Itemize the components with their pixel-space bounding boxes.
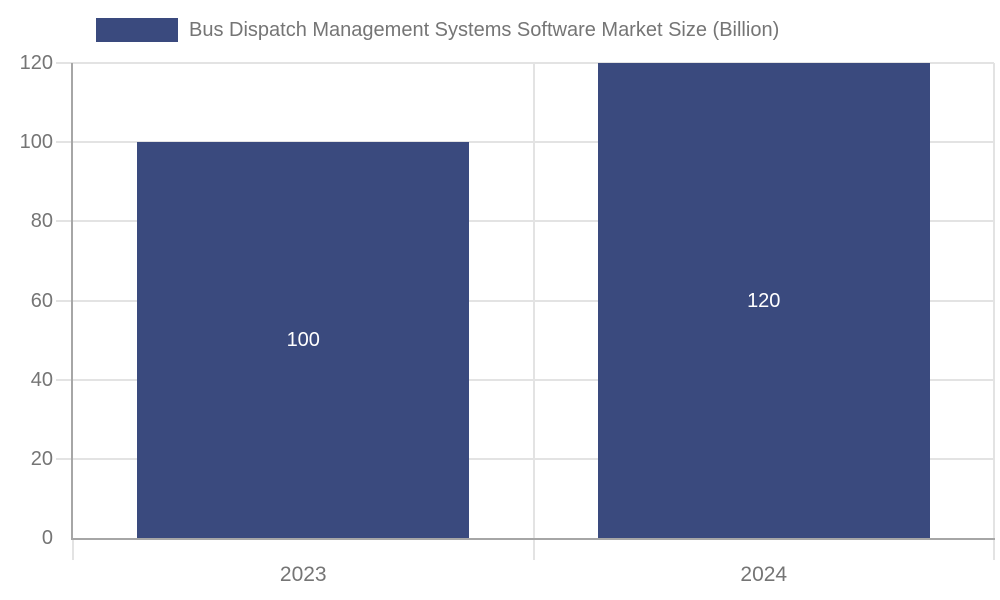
x-axis-tick-labels: 2023 2024 xyxy=(73,563,994,589)
y-gridline-60 xyxy=(56,299,994,302)
y-tick-label-100: 100 xyxy=(19,131,53,154)
y-tick-label-0: 0 xyxy=(41,527,53,549)
y-tick-label-120: 120 xyxy=(19,52,53,74)
legend-swatch xyxy=(96,18,178,42)
y-tick-label-80: 80 xyxy=(30,210,53,233)
y-axis-tick-labels: 0 20 40 60 80 100 120 xyxy=(0,52,53,549)
y-gridline-120 xyxy=(56,62,994,64)
category-boundary-line-2 xyxy=(993,63,995,560)
legend[interactable]: Bus Dispatch Management Systems Software… xyxy=(96,18,779,42)
x-tick-label-2023: 2023 xyxy=(279,563,327,586)
y-axis-line xyxy=(71,63,73,538)
plot-area: 100 120 xyxy=(56,62,995,560)
x-axis-line xyxy=(71,538,995,540)
y-gridline-80 xyxy=(56,220,994,223)
y-gridline-40 xyxy=(56,378,994,381)
bar-value-label-2024: 120 xyxy=(747,289,781,312)
legend-label: Bus Dispatch Management Systems Software… xyxy=(189,19,780,41)
x-tick-label-2024: 2024 xyxy=(740,563,788,586)
bar-2024[interactable] xyxy=(597,63,930,538)
bar-value-label-2023: 100 xyxy=(286,329,320,352)
y-tick-label-40: 40 xyxy=(30,368,53,391)
y-gridline-100 xyxy=(56,141,994,144)
bar-2023[interactable] xyxy=(137,142,470,538)
y-gridline-20 xyxy=(56,457,994,460)
y-tick-label-20: 20 xyxy=(30,447,53,470)
x-axis-tick-left xyxy=(72,538,74,560)
y-tick-label-60: 60 xyxy=(30,289,53,312)
category-boundary-line-1 xyxy=(532,63,535,560)
